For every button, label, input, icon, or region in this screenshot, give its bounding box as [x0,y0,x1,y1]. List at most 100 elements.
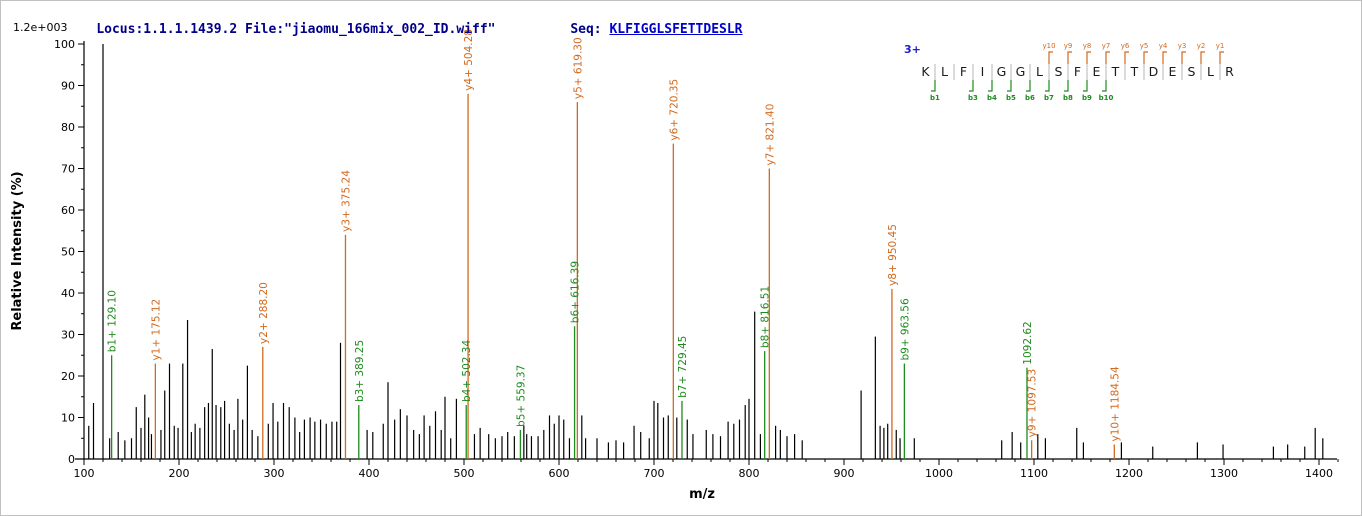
y-tick-label: 60 [61,204,75,217]
residue-letter: G [997,64,1007,79]
y-tick-label: 10 [61,412,75,425]
y-tick-label: 20 [61,370,75,383]
residue-letter: I [981,64,985,79]
peak-label-y4: y4+ 504.28 [463,29,475,91]
residue-letter: T [1130,64,1139,79]
peak-label-b3: b3+ 389.25 [354,340,366,402]
x-tick-label: 400 [359,467,380,480]
peak-label-b9: b9+ 963.56 [899,298,911,361]
b-ion-name: b9 [1082,94,1092,102]
y-ion-marker [1162,51,1167,64]
peak-label-b1: b1+ 129.10 [107,290,119,352]
peak-label-y3: y3+ 375.24 [340,170,352,232]
y-ion-marker [1219,51,1224,64]
peak-label-b8: b8+ 816.51 [760,286,772,348]
b-ion-name: b10 [1099,94,1114,102]
residue-letter: L [941,64,948,79]
charge-state-label: 3+ [904,43,921,56]
x-tick-label: 900 [834,467,855,480]
y-ion-name: y7 [1102,42,1111,50]
b-ion-name: b3 [968,94,978,102]
peak-label-y7: y7+ 821.40 [764,104,776,166]
y-ion-name: y2 [1197,42,1206,50]
y-ion-name: y3 [1178,42,1187,50]
b-ion-name: b8 [1063,94,1073,102]
locus-file-header: Locus:1.1.1.1439.2 File:"jiaomu_166mix_0… [65,7,495,52]
y-tick-label: 50 [61,246,75,259]
residue-letter: L [1036,64,1043,79]
x-tick-label: 1000 [925,467,953,480]
peak-label-y5: y5+ 619.30 [572,37,584,99]
residue-letter: G [1016,64,1026,79]
b-ion-marker [1045,80,1050,92]
axes-layer: 0 10 20 30 40 50 60 70 80 90 100 100 200 300 400 500 600… [54,38,1339,480]
locus-file-label: Locus:1.1.1.1439.2 File:"jiaomu_166mix_0… [96,22,496,37]
b-ion-name: b5 [1006,94,1016,102]
b-ion-name: b7 [1044,94,1054,102]
y-tick-label: 100 [54,38,75,51]
residue-letter: E [1093,64,1101,79]
peak-labels-layer: b1+ 129.10 y1+ 175.12 y2+ 288.20 y3+ 375.24… [107,29,1122,441]
y-ion-marker [1086,51,1091,64]
y-ion-name: y6 [1121,42,1130,50]
residue-letter: F [960,64,967,79]
y-ion-marker [1200,51,1205,64]
b-ion-marker [1102,80,1107,92]
y-ion-marker [1067,51,1072,64]
x-axis-title: m/z [689,487,715,502]
b-ion-marker [1026,80,1031,92]
sequence-link: KLFIGGLSFETTDESLR [609,22,743,37]
x-tick-label: 200 [169,467,190,480]
peak-label-b5: b5+ 559.37 [515,365,527,427]
y-tick-label: 40 [61,287,75,300]
peak-label-b4: b4+ 502.34 [461,340,473,403]
peak-label-y9: y9+ 1097.53 [1027,369,1039,437]
y-ion-name: y1 [1216,42,1225,50]
x-tick-label: 800 [739,467,760,480]
y-tick-label: 0 [68,453,75,466]
y-ion-name: y9 [1064,42,1073,50]
peak-label-b10: 1092.62 [1022,321,1034,364]
peak-label-y10: y10+ 1184.54 [1109,366,1121,441]
x-tick-label: 1300 [1210,467,1238,480]
y-ion-name: y4 [1159,42,1168,50]
seq-label: Seq: [570,22,610,37]
x-tick-label: 1100 [1020,467,1048,480]
b-ion-marker [1083,80,1088,92]
y-ion-name: y5 [1140,42,1149,50]
x-tick-label: 700 [644,467,665,480]
x-tick-label: 300 [264,467,285,480]
y-tick-label: 90 [61,80,75,93]
peak-label-y8: y8+ 950.45 [887,224,899,286]
b-ion-name: b1 [930,94,940,102]
residue-letter: E [1169,64,1177,79]
b-ion-marker [988,80,993,92]
b-ion-name: b4 [987,94,997,102]
x-tick-label: 600 [549,467,570,480]
peaks-layer [88,44,1324,459]
residue-letter: F [1074,64,1081,79]
y-ion-name: y10 [1042,42,1055,50]
y-ion-marker [1181,51,1186,64]
residue-letter: S [1055,64,1063,79]
residue-letter: S [1188,64,1196,79]
b-ion-marker [1007,80,1012,92]
y-tick-label: 80 [61,121,75,134]
y-tick-label: 30 [61,329,75,342]
peak-label-y6: y6+ 720.35 [668,79,680,141]
b-ion-marker [931,80,936,92]
y-ion-marker [1124,51,1129,64]
y-axis-title: Relative Intensity (%) [10,171,25,330]
peak-label-y2: y2+ 288.20 [258,282,270,344]
b-ion-marker [969,80,974,92]
peak-label-y1: y1+ 175.12 [150,299,162,361]
residue-letter: L [1207,64,1214,79]
y-ion-name: y8 [1083,42,1092,50]
y-tick-label: 70 [61,163,75,176]
y-ion-marker [1048,51,1053,64]
residue-letter: D [1149,64,1159,79]
peak-label-b7: b7+ 729.45 [677,336,689,398]
